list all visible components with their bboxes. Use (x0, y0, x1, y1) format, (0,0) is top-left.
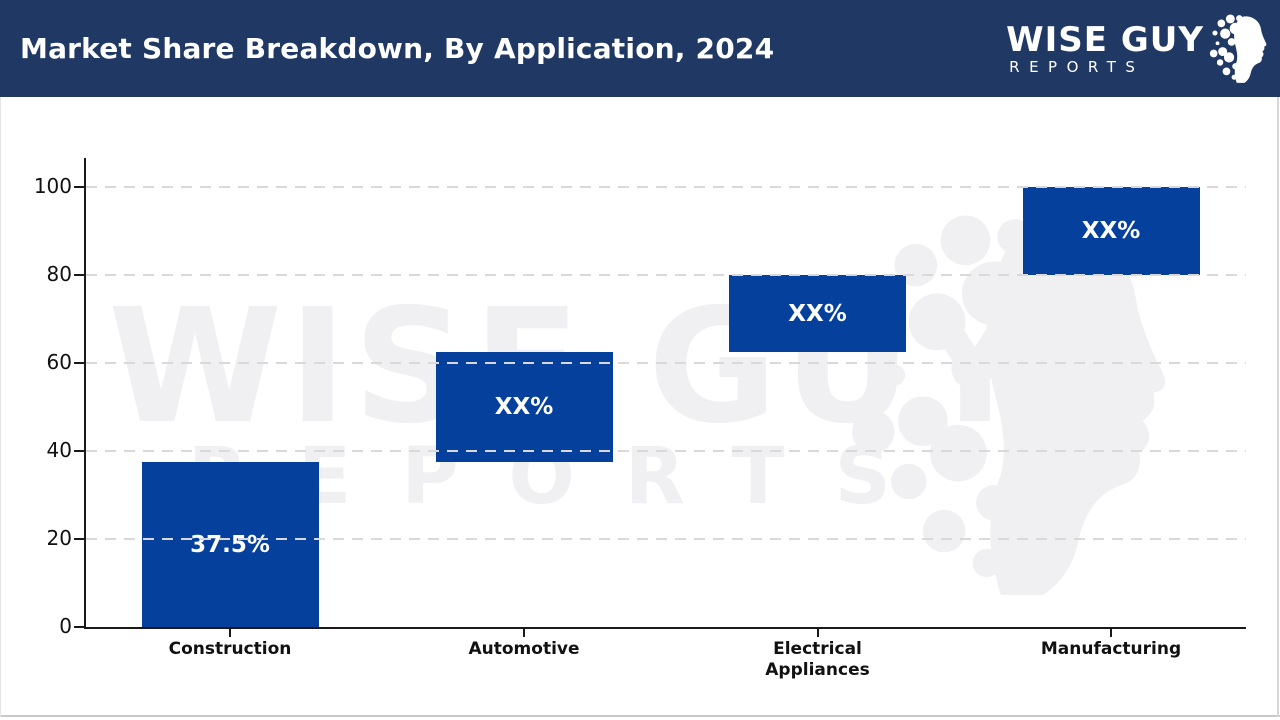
watermark-head-profile-icon (852, 215, 1166, 595)
x-category-label: Construction (168, 639, 292, 659)
brand-logo: WISE GUY REPORTS (1006, 6, 1280, 92)
frame-bottom-border (0, 715, 1280, 717)
x-category-label: Automotive (468, 639, 580, 659)
x-axis-line (84, 627, 1246, 629)
x-tick-mark (816, 629, 819, 637)
y-tick-label: 60 (46, 350, 72, 374)
gridline (86, 362, 1246, 364)
bar-manufacturing: XX% (1022, 187, 1200, 275)
header-bar: Market Share Breakdown, By Application, … (0, 0, 1280, 97)
y-tick-label: 40 (46, 438, 72, 462)
bar-electrical-appliances: XX% (729, 275, 906, 352)
y-tick-label: 0 (59, 614, 72, 638)
head-profile-dots-icon (1209, 13, 1267, 83)
frame-right-border (1277, 97, 1279, 717)
bar-value-label: XX% (788, 300, 847, 327)
x-category-label: Manufacturing (1040, 639, 1182, 659)
gridline (86, 186, 1246, 188)
y-tick-mark (74, 450, 85, 452)
page-title: Market Share Breakdown, By Application, … (20, 32, 775, 65)
bar-construction: 37.5% (141, 462, 319, 627)
x-tick-mark (523, 629, 525, 637)
bar-value-label: XX% (1081, 218, 1141, 244)
y-tick-mark (74, 626, 85, 628)
brand-name: WISE GUY (1006, 19, 1204, 60)
gridline (86, 538, 1246, 540)
y-tick-mark (74, 274, 85, 276)
gridline (86, 450, 1246, 452)
brand-subtitle: REPORTS (1009, 57, 1145, 76)
bar-value-label: 37.5% (190, 531, 270, 558)
x-tick-mark (1110, 629, 1112, 637)
gridline (86, 274, 1246, 276)
bar-automotive: XX% (435, 352, 613, 462)
frame-left-border (0, 97, 1, 717)
y-axis-line (84, 158, 86, 629)
y-tick-label: 100 (33, 174, 72, 198)
y-tick-mark (74, 538, 85, 540)
bar-value-label: XX% (494, 394, 554, 420)
x-tick-mark (229, 629, 231, 637)
brand-logo-text: WISE GUY REPORTS (1006, 23, 1204, 75)
y-tick-label: 80 (46, 262, 72, 286)
y-tick-mark (74, 362, 85, 364)
y-tick-mark (74, 186, 85, 188)
x-category-label: Electrical Appliances (765, 639, 870, 680)
y-tick-label: 20 (46, 526, 72, 550)
